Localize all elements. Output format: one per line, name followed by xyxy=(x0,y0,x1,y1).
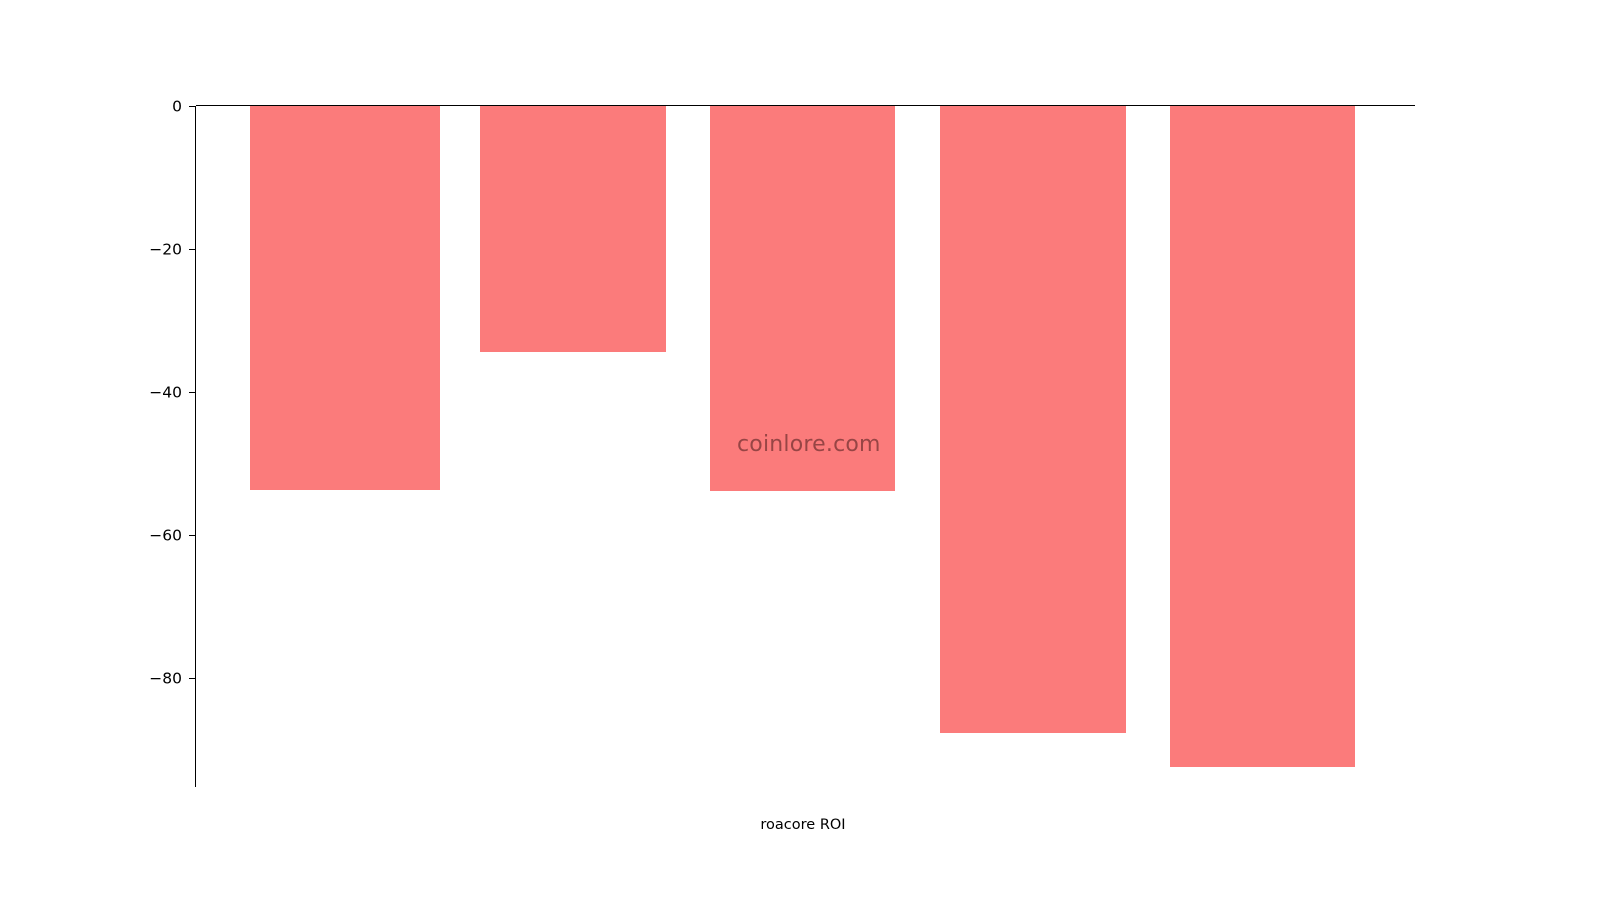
y-tick-label: 0 xyxy=(172,96,182,115)
bar-4 xyxy=(940,106,1126,733)
y-tick-mark: −20 xyxy=(149,241,196,256)
y-tick-mark: −80 xyxy=(149,670,196,685)
bar-3 xyxy=(710,106,895,491)
bar-1 xyxy=(250,106,440,490)
y-tick-mark: −60 xyxy=(149,527,196,542)
y-tick-label: −40 xyxy=(149,382,182,401)
y-tick-label: −80 xyxy=(149,668,182,687)
x-axis-label: roacore ROI xyxy=(760,817,846,833)
bar-2 xyxy=(480,106,666,352)
zero-baseline-axis xyxy=(196,105,1415,107)
y-tick-mark: −40 xyxy=(149,384,196,399)
y-axis-spine xyxy=(195,106,197,787)
y-tick-mark: 0 xyxy=(172,98,196,113)
y-tick-label: −60 xyxy=(149,525,182,544)
bar-5 xyxy=(1170,106,1355,767)
coinlore-watermark: coinlore.com xyxy=(737,432,881,457)
y-tick-label: −20 xyxy=(149,239,182,258)
plot-area: 0 −20 −40 −60 −80 xyxy=(149,98,1415,787)
